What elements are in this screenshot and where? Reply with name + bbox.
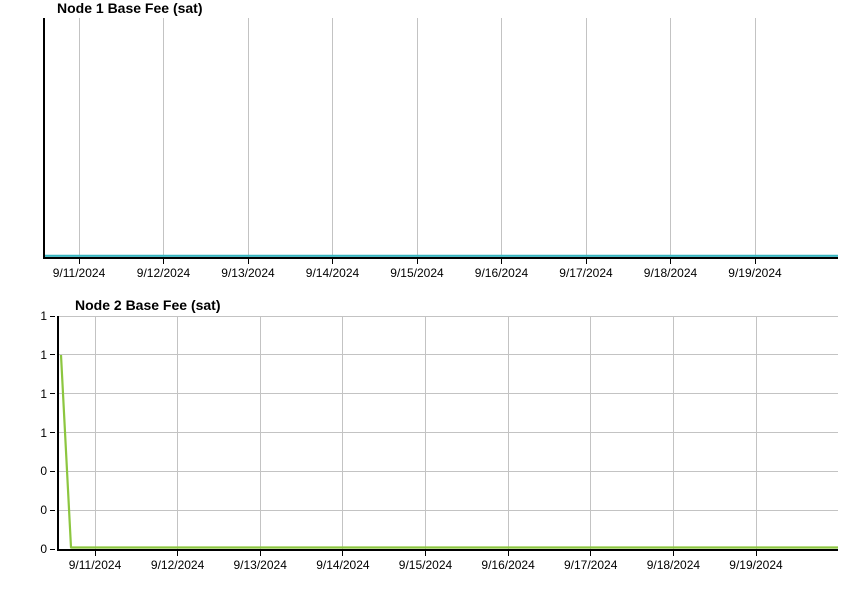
node1-fee-line [45, 254, 838, 257]
x-tick-mark [78, 259, 80, 264]
x-tick-mark [247, 259, 249, 264]
x-tick-label: 9/12/2024 [136, 266, 191, 280]
x-tick-label: 9/16/2024 [474, 266, 529, 280]
chart2-title: Node 2 Base Fee (sat) [75, 297, 221, 313]
vertical-gridline [416, 18, 418, 257]
x-tick-mark [342, 551, 344, 556]
x-tick-mark [590, 551, 592, 556]
x-tick-label: 9/13/2024 [233, 558, 287, 572]
y-tick-mark [50, 315, 55, 317]
horizontal-gridline [59, 354, 838, 356]
y-tick-label: 1 [40, 309, 47, 323]
y-tick-mark [50, 509, 55, 511]
x-tick-label: 9/15/2024 [390, 266, 444, 280]
horizontal-gridline [59, 393, 838, 395]
y-tick-mark [50, 393, 55, 395]
y-tick-label: 0 [40, 503, 47, 518]
y-tick-label: 1 [40, 425, 47, 440]
x-tick-mark [501, 259, 502, 264]
x-tick-label: 9/12/2024 [150, 558, 205, 572]
x-tick-mark [507, 551, 509, 556]
x-tick-label: 9/13/2024 [221, 266, 275, 280]
x-tick-label: 9/16/2024 [481, 558, 535, 572]
y-tick-label: 1 [40, 386, 47, 401]
chart1-plot-area: 9/11/2024 9/12/2024 9/13/2024 9/14/2024 9/15… [43, 18, 838, 280]
horizontal-gridline [59, 470, 838, 472]
x-tick-mark [259, 551, 261, 556]
horizontal-gridline [59, 315, 838, 317]
x-tick-mark [416, 259, 418, 264]
x-tick-mark [177, 551, 179, 556]
x-tick-label: 9/14/2024 [316, 558, 370, 572]
x-tick-label: 9/17/2024 [559, 266, 613, 280]
y-tick-mark [50, 432, 55, 433]
horizontal-gridline [59, 432, 838, 433]
vertical-gridline [754, 18, 756, 257]
y-tick-mark [50, 354, 55, 356]
x-tick-mark [755, 551, 757, 556]
chart2-plot-area: 9/11/2024 9/12/2024 9/13/2024 9/14/2024 9/15… [40, 309, 838, 572]
x-tick-label: 9/18/2024 [643, 266, 698, 280]
vertical-gridline [670, 18, 671, 257]
x-tick-mark [754, 259, 756, 264]
y-tick-label: 0 [40, 464, 47, 479]
vertical-gridline [332, 18, 333, 257]
x-tick-mark [585, 259, 587, 264]
x-tick-mark [425, 551, 426, 556]
horizontal-gridline [59, 509, 838, 511]
x-tick-mark [672, 551, 674, 556]
x-tick-label: 9/11/2024 [52, 266, 106, 280]
vertical-gridline [78, 18, 80, 257]
x-tick-label: 9/15/2024 [398, 558, 453, 572]
y-tick-mark [50, 548, 55, 550]
x-tick-label: 9/11/2024 [68, 558, 122, 572]
x-tick-mark [670, 259, 671, 264]
x-tick-label: 9/18/2024 [646, 558, 701, 572]
x-tick-mark [332, 259, 333, 264]
x-tick-label: 9/14/2024 [305, 266, 360, 280]
vertical-gridline [585, 18, 587, 257]
x-tick-label: 9/19/2024 [729, 558, 783, 572]
x-tick-mark [163, 259, 164, 264]
vertical-gridline [247, 18, 249, 257]
node2-fee-line [59, 354, 838, 549]
chart1-title: Node 1 Base Fee (sat) [57, 0, 203, 16]
y-tick-mark [50, 470, 55, 472]
y-tick-label: 0 [40, 542, 47, 556]
vertical-gridline [501, 18, 502, 257]
y-tick-label: 1 [40, 347, 47, 362]
vertical-gridline [163, 18, 164, 257]
x-tick-mark [94, 551, 96, 556]
x-tick-label: 9/17/2024 [563, 558, 618, 572]
x-tick-label: 9/19/2024 [728, 266, 782, 280]
